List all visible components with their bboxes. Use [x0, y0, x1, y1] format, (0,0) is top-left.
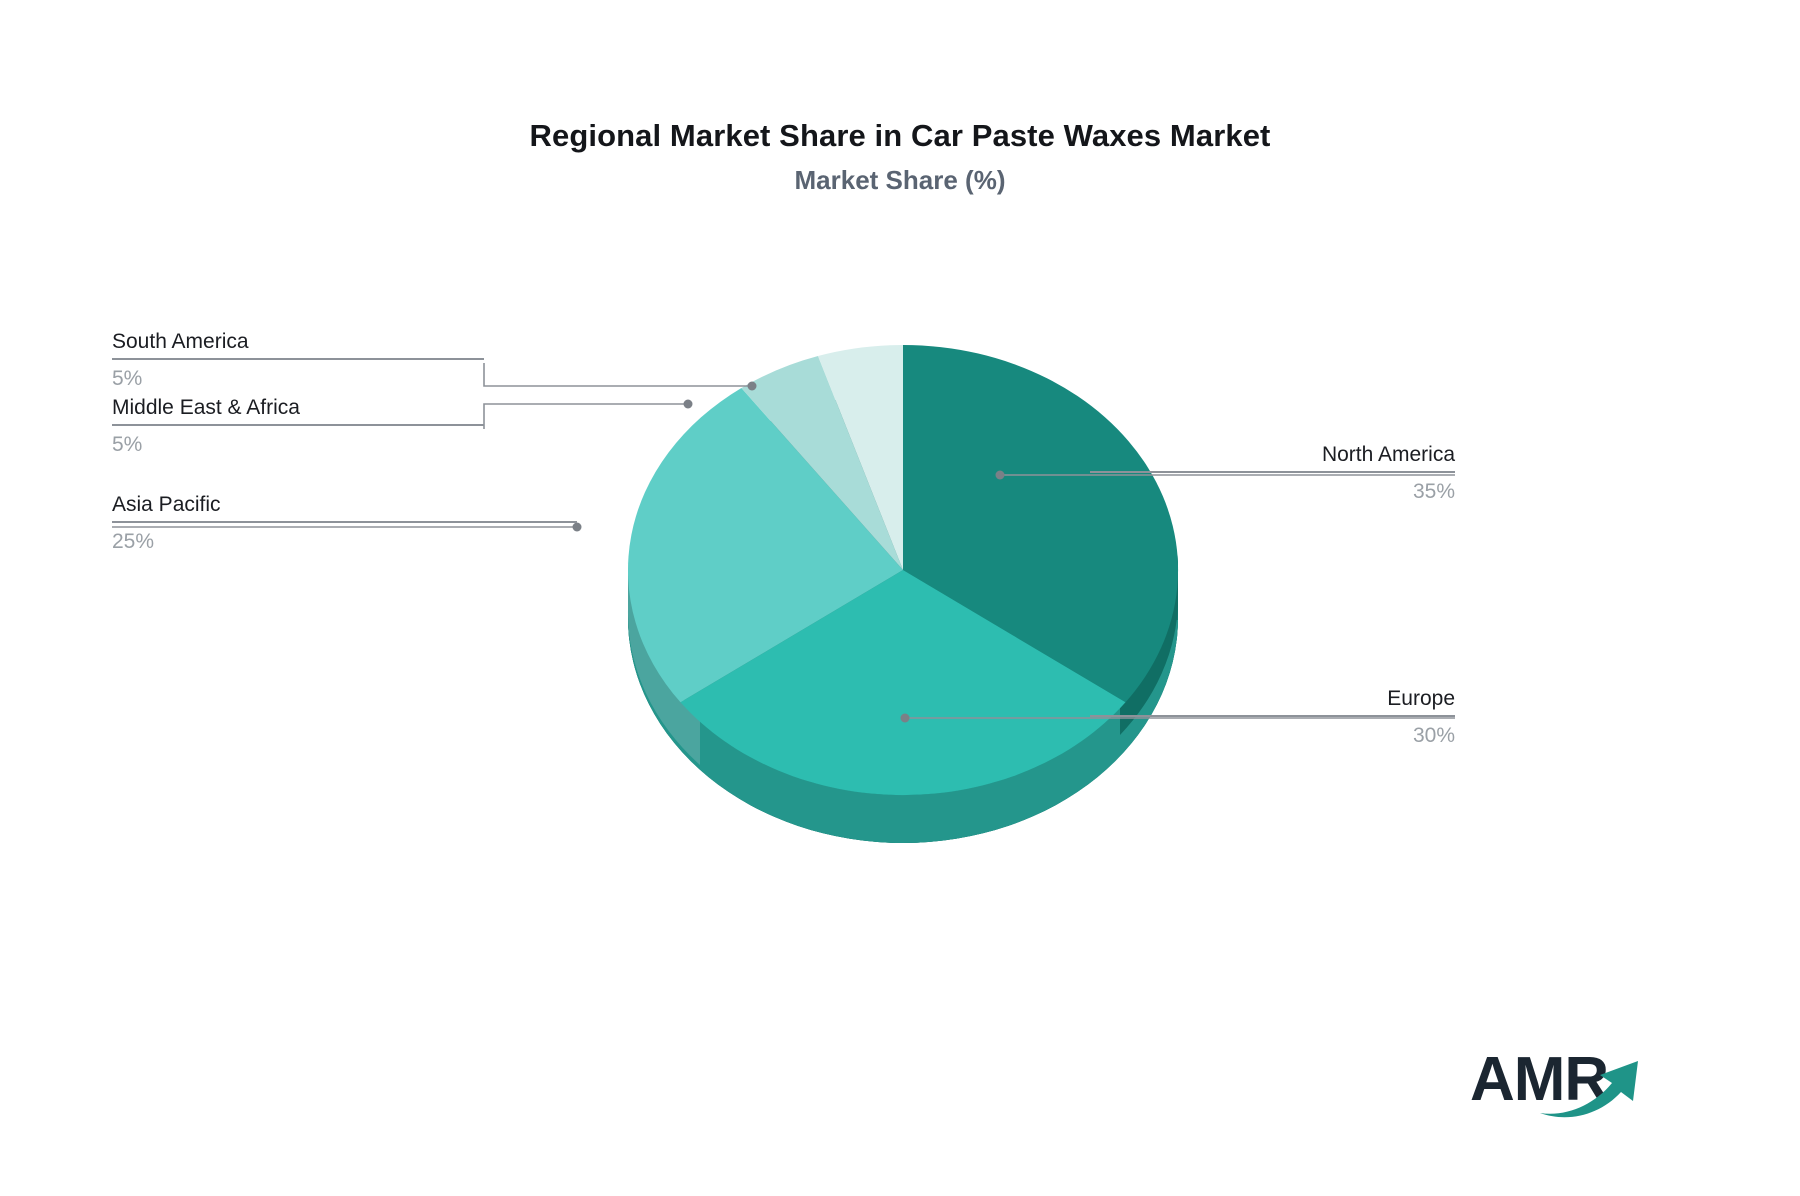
callout-rule [112, 521, 577, 523]
callout-asia-pacific-label: Asia Pacific [112, 493, 221, 516]
callout-europe-value: 30% [1412, 724, 1455, 747]
pie-top-face [627, 345, 1179, 796]
callout-north-america[interactable]: North America 35% [1090, 443, 1455, 504]
callout-rule [1090, 471, 1455, 473]
leader-line-middle-east-africa [483, 403, 688, 429]
pie-slice-south-america[interactable] [818, 345, 903, 570]
callout-south-america-value: 5% [112, 367, 143, 390]
callout-asia-pacific-value: 25% [112, 530, 155, 553]
growth-arrow-icon [1540, 1061, 1638, 1118]
amr-logo-text: AMR [1470, 1045, 1609, 1114]
callout-rule [112, 424, 484, 426]
callout-north-america-label: North America [1321, 443, 1455, 466]
callout-europe-label: Europe [1387, 687, 1455, 710]
pie-slice-asia-pacific[interactable] [627, 388, 903, 703]
callout-middle-east-africa-label: Middle East & Africa [112, 396, 300, 419]
leader-dot-south-america [747, 381, 757, 391]
chart-subtitle: Market Share (%) [794, 165, 1006, 195]
callout-rule [112, 358, 484, 360]
callout-rule [1090, 715, 1455, 717]
callout-asia-pacific[interactable]: Asia Pacific 25% [112, 493, 577, 554]
leader-dot-middle-east-africa [683, 399, 693, 409]
callout-europe[interactable]: Europe 30% [1090, 687, 1455, 748]
callout-middle-east-africa-value: 5% [112, 433, 143, 456]
leader-dot-europe [900, 713, 910, 723]
leader-dot-north-america [995, 470, 1005, 480]
leader-dot-asia-pacific [572, 522, 582, 532]
leader-lines [112, 363, 1455, 719]
pie-slice-europe[interactable] [680, 570, 1126, 796]
pie-slice-north-america[interactable] [903, 345, 1179, 703]
amr-logo: AMR [1470, 1031, 1680, 1121]
chart-title: Regional Market Share in Car Paste Waxes… [529, 118, 1271, 153]
callout-south-america-label: South America [112, 330, 249, 353]
callout-middle-east-africa[interactable]: Middle East & Africa 5% [112, 396, 484, 457]
leader-line-south-america [483, 363, 752, 387]
leader-dots [572, 381, 1005, 723]
callout-south-america[interactable]: South America 5% [112, 330, 484, 391]
pie-slice-middle-east-africa[interactable] [741, 356, 903, 570]
callout-north-america-value: 35% [1412, 480, 1455, 503]
